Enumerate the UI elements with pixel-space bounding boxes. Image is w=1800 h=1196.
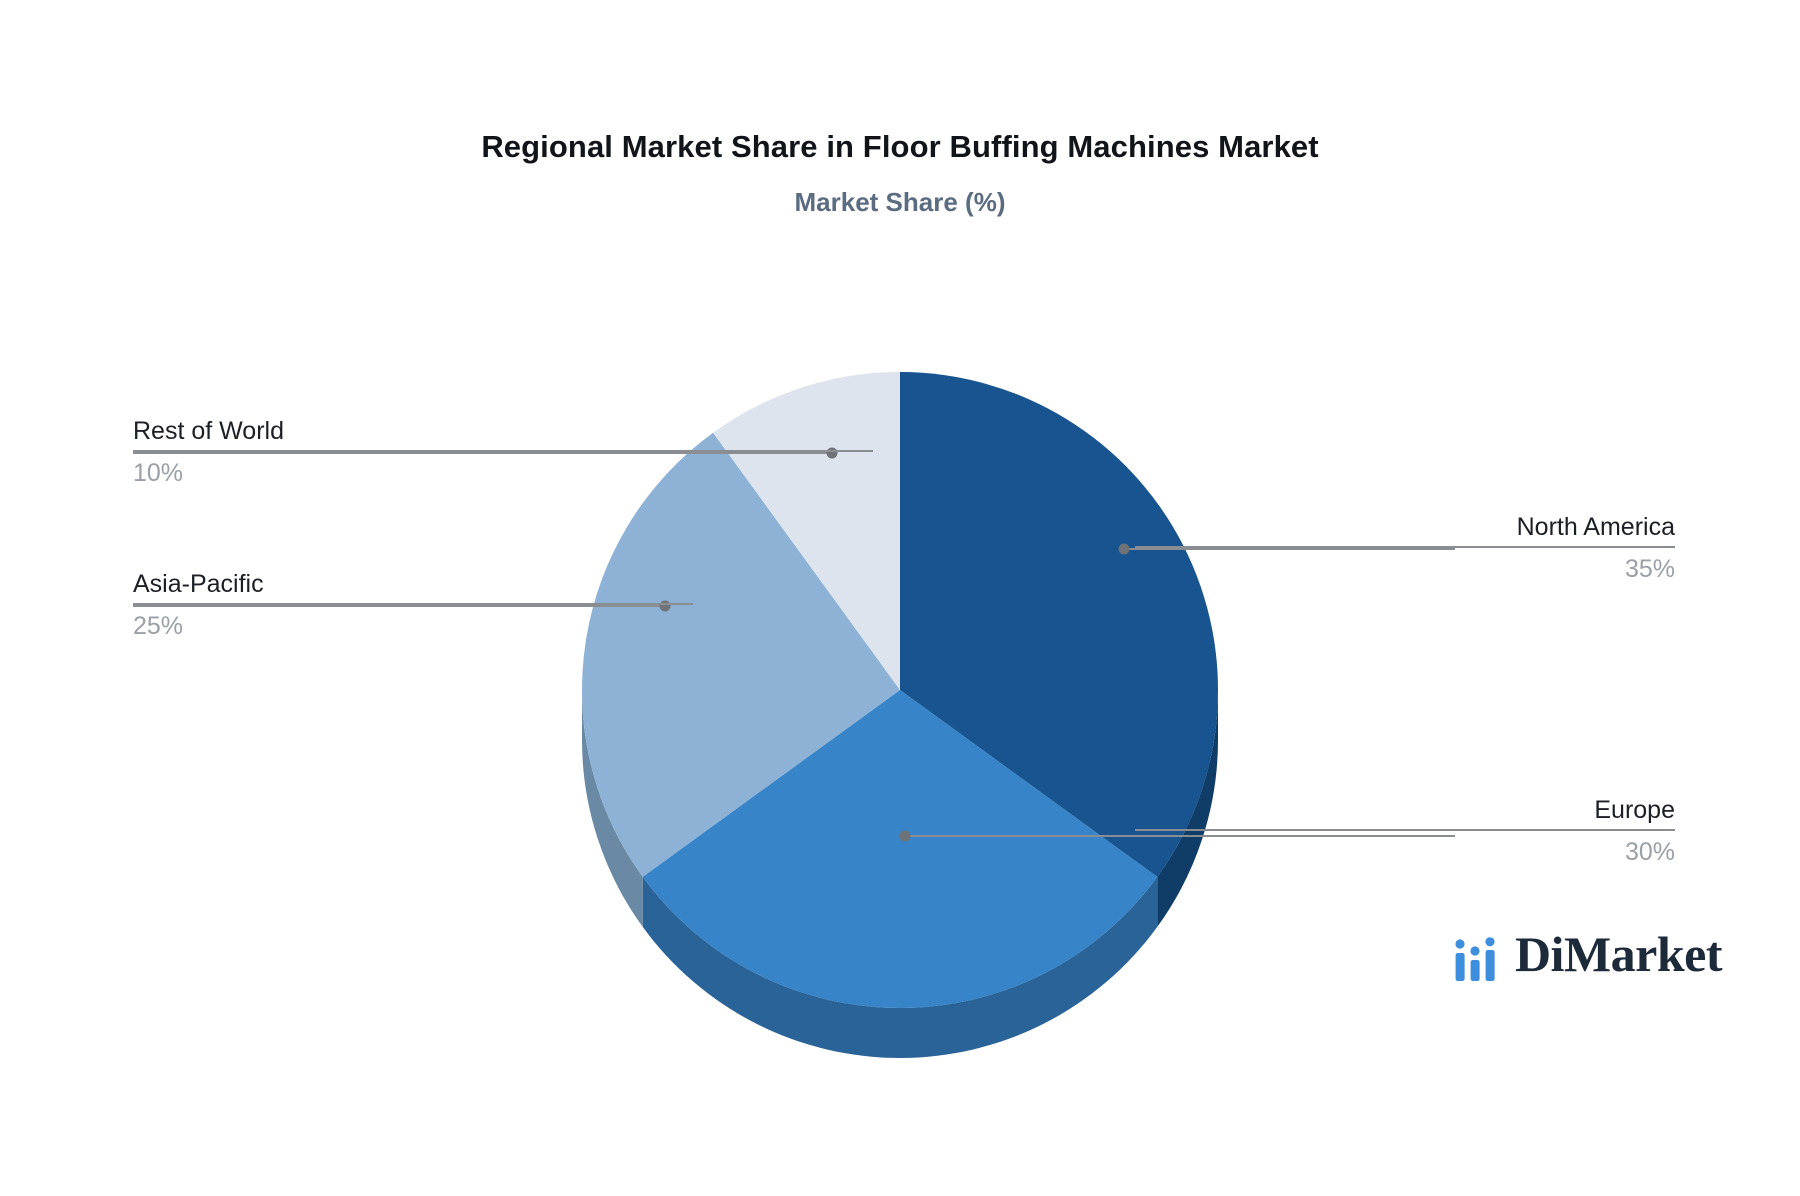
pie-depth-group [582,690,1218,1058]
callout-rule-north-america [1135,546,1675,549]
callout-label-north-america: North America [1516,513,1675,541]
callout-label-rest-of-world: Rest of World [133,417,284,445]
leader-lines-group [133,452,1455,837]
leader-dot-north-america [1118,543,1130,555]
slice-asia-pacific [582,432,900,877]
brand-logo: DiMarket [1454,926,1723,982]
callout-value-north-america: 35% [1624,555,1675,584]
brand-name: DiMarket [1514,926,1723,982]
callout-asia-pacific: Asia-Pacific 25% [133,569,693,643]
callout-label-europe: Europe [1594,796,1675,824]
slice-side-asia-pacific [582,690,643,927]
callout-rest-of-world: Rest of World 10% [133,416,873,490]
bar-chart-icon [1455,937,1495,981]
callout-value-asia-pacific: 25% [133,612,184,641]
callout-europe: Europe 30% [1135,795,1675,869]
chart-header: Regional Market Share in Floor Buffing M… [0,128,1800,218]
slice-side-europe [642,876,1158,1058]
slice-side-north-america [1157,690,1218,927]
slice-europe [642,690,1158,1008]
callout-label-asia-pacific: Asia-Pacific [133,570,264,598]
callout-north-america: North America 35% [1135,512,1675,586]
chart-subtitle: Market Share (%) [794,187,1006,218]
callout-rule-asia-pacific [133,603,693,606]
callout-value-europe: 30% [1624,838,1675,867]
leader-dot-europe [899,830,911,842]
callout-rule-europe [1135,829,1675,832]
callout-value-rest-of-world: 10% [133,459,184,488]
callout-rule-rest-of-world [133,450,873,453]
chart-title: Regional Market Share in Floor Buffing M… [481,129,1319,164]
slice-north-america [900,372,1219,877]
